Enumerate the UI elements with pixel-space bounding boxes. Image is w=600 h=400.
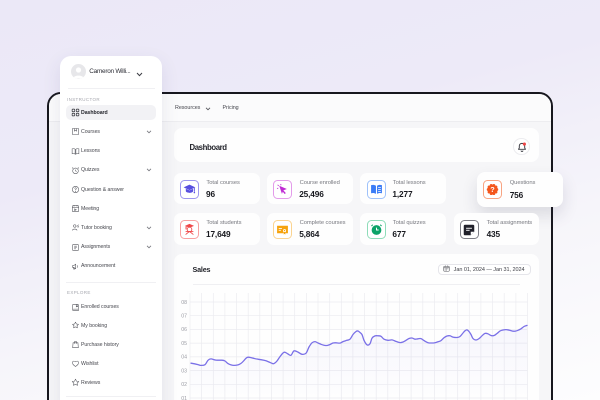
svg-text:05: 05	[181, 341, 187, 347]
svg-text:?: ?	[490, 185, 495, 194]
svg-text:01: 01	[181, 396, 187, 400]
svg-text:06: 06	[181, 327, 187, 333]
svg-text:04: 04	[181, 355, 187, 361]
svg-text:02: 02	[181, 382, 187, 388]
svg-text:03: 03	[181, 368, 187, 374]
svg-text:08: 08	[181, 300, 187, 306]
svg-text:07: 07	[181, 314, 187, 320]
